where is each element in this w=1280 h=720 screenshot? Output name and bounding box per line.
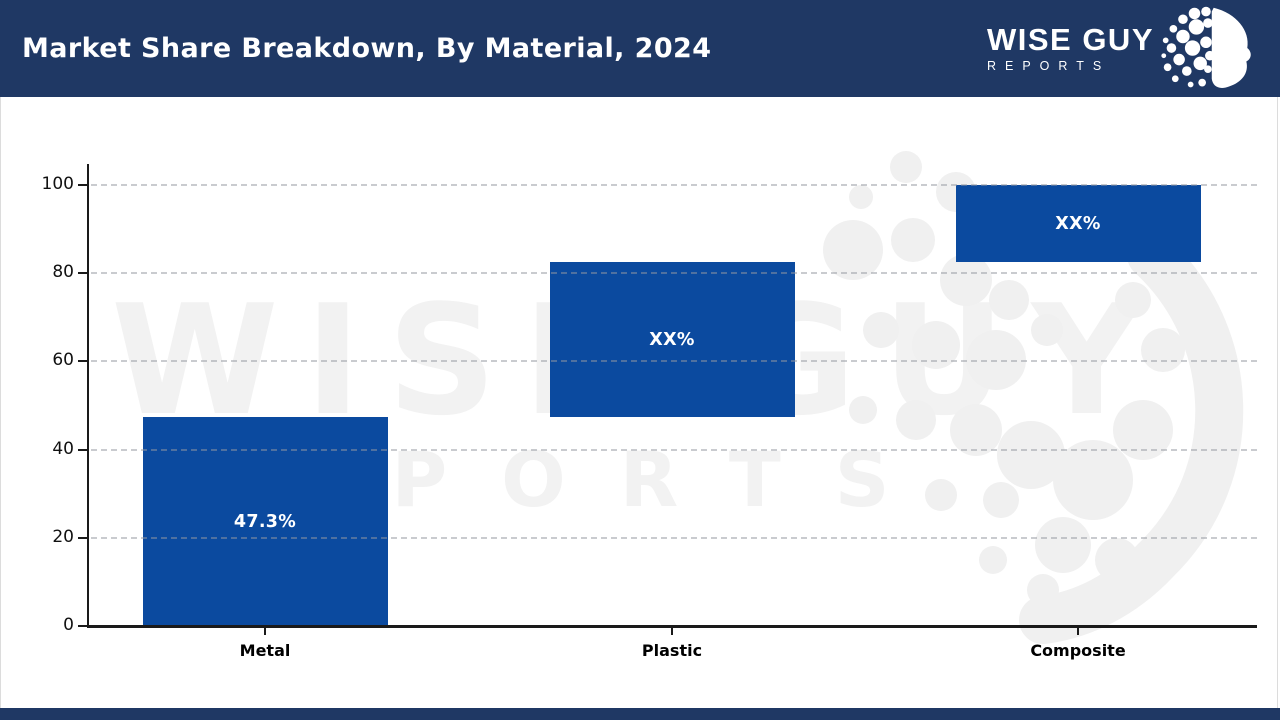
gridline-y-20	[91, 536, 1257, 539]
y-axis-spine	[87, 164, 89, 628]
y-tick-label-80: 80	[52, 262, 74, 283]
footer-bar	[0, 708, 1280, 720]
gridline-y-60	[91, 360, 1257, 363]
y-tick-60	[78, 360, 87, 363]
bar-value-label: XX%	[1055, 213, 1101, 234]
logo-wordmark: WISE GUY	[986, 22, 1154, 58]
y-tick-label-40: 40	[52, 438, 74, 459]
y-tick-label-20: 20	[52, 526, 74, 547]
header-bar: Market Share Breakdown, By Material, 202…	[0, 0, 1280, 97]
x-tick-composite	[1077, 628, 1079, 635]
logo-subtitle: REPORTS	[986, 59, 1111, 74]
y-tick-0	[78, 625, 87, 627]
bar-composite: XX%	[955, 185, 1201, 263]
gridline-y-100	[91, 184, 1257, 186]
bar-value-label: 47.3%	[233, 511, 297, 532]
y-tick-label-100: 100	[41, 174, 74, 194]
gridline-y-40	[91, 448, 1257, 451]
page-title: Market Share Breakdown, By Material, 202…	[22, 33, 712, 64]
x-category-label-metal: Metal	[239, 641, 291, 660]
bar-value-label: XX%	[649, 329, 695, 350]
dotted-head-icon	[1161, 6, 1251, 88]
x-category-label-composite: Composite	[1030, 641, 1126, 660]
bar-plastic: XX%	[549, 262, 795, 418]
wise-guy-reports-logo: WISE GUY REPORTS	[987, 5, 1280, 93]
y-tick-100	[78, 184, 87, 186]
gridline-y-80	[91, 272, 1257, 275]
chart-figure: WISE GUY REPORTS 47.3%XX%XX%020406080100…	[0, 97, 1278, 708]
y-tick-80	[78, 272, 87, 275]
y-tick-label-60: 60	[52, 350, 74, 371]
bar-metal: 47.3%	[142, 417, 388, 626]
y-tick-label-0: 0	[63, 615, 74, 635]
logo-text: WISE GUY REPORTS	[987, 24, 1154, 73]
x-category-label-plastic: Plastic	[641, 641, 703, 660]
x-tick-plastic	[671, 628, 673, 635]
x-tick-metal	[264, 628, 266, 635]
x-axis-spine	[87, 625, 1257, 628]
y-tick-20	[78, 536, 87, 539]
y-tick-40	[78, 448, 87, 451]
